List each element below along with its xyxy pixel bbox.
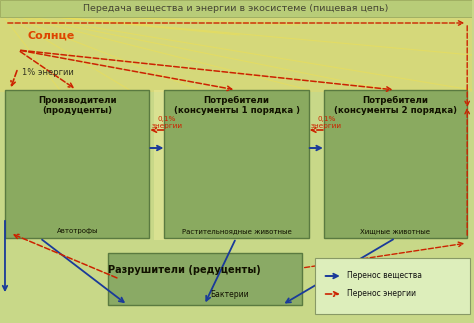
FancyBboxPatch shape xyxy=(324,90,467,238)
FancyBboxPatch shape xyxy=(315,258,470,314)
Text: 1% энергии: 1% энергии xyxy=(22,68,73,77)
Text: Производители
(продуценты): Производители (продуценты) xyxy=(38,96,117,115)
Text: Перенос вещества: Перенос вещества xyxy=(346,272,422,280)
Text: 0,1%
энергии: 0,1% энергии xyxy=(311,116,342,129)
Polygon shape xyxy=(155,90,204,240)
FancyBboxPatch shape xyxy=(0,0,472,17)
Text: Бактерии: Бактерии xyxy=(210,290,249,299)
FancyBboxPatch shape xyxy=(164,90,309,238)
Text: Хищные животные: Хищные животные xyxy=(360,228,430,234)
Text: Потребители
(консументы 1 порядка ): Потребители (консументы 1 порядка ) xyxy=(173,96,300,115)
Text: Растительноядные животные: Растительноядные животные xyxy=(182,228,292,234)
Text: Солнце: Солнце xyxy=(28,31,75,41)
Text: Автотрофы: Автотрофы xyxy=(56,228,98,234)
Text: Разрушители (редуценты): Разрушители (редуценты) xyxy=(109,265,261,275)
Text: Потребители
(консументы 2 порядка): Потребители (консументы 2 порядка) xyxy=(334,96,457,115)
Text: 0,1%
энергии: 0,1% энергии xyxy=(151,116,182,129)
Text: Передача вещества и энергии в экосистеме (пищевая цепь): Передача вещества и энергии в экосистеме… xyxy=(83,4,389,13)
Polygon shape xyxy=(0,0,472,92)
FancyBboxPatch shape xyxy=(5,90,149,238)
FancyBboxPatch shape xyxy=(108,253,302,305)
Text: Перенос энергии: Перенос энергии xyxy=(346,289,416,298)
